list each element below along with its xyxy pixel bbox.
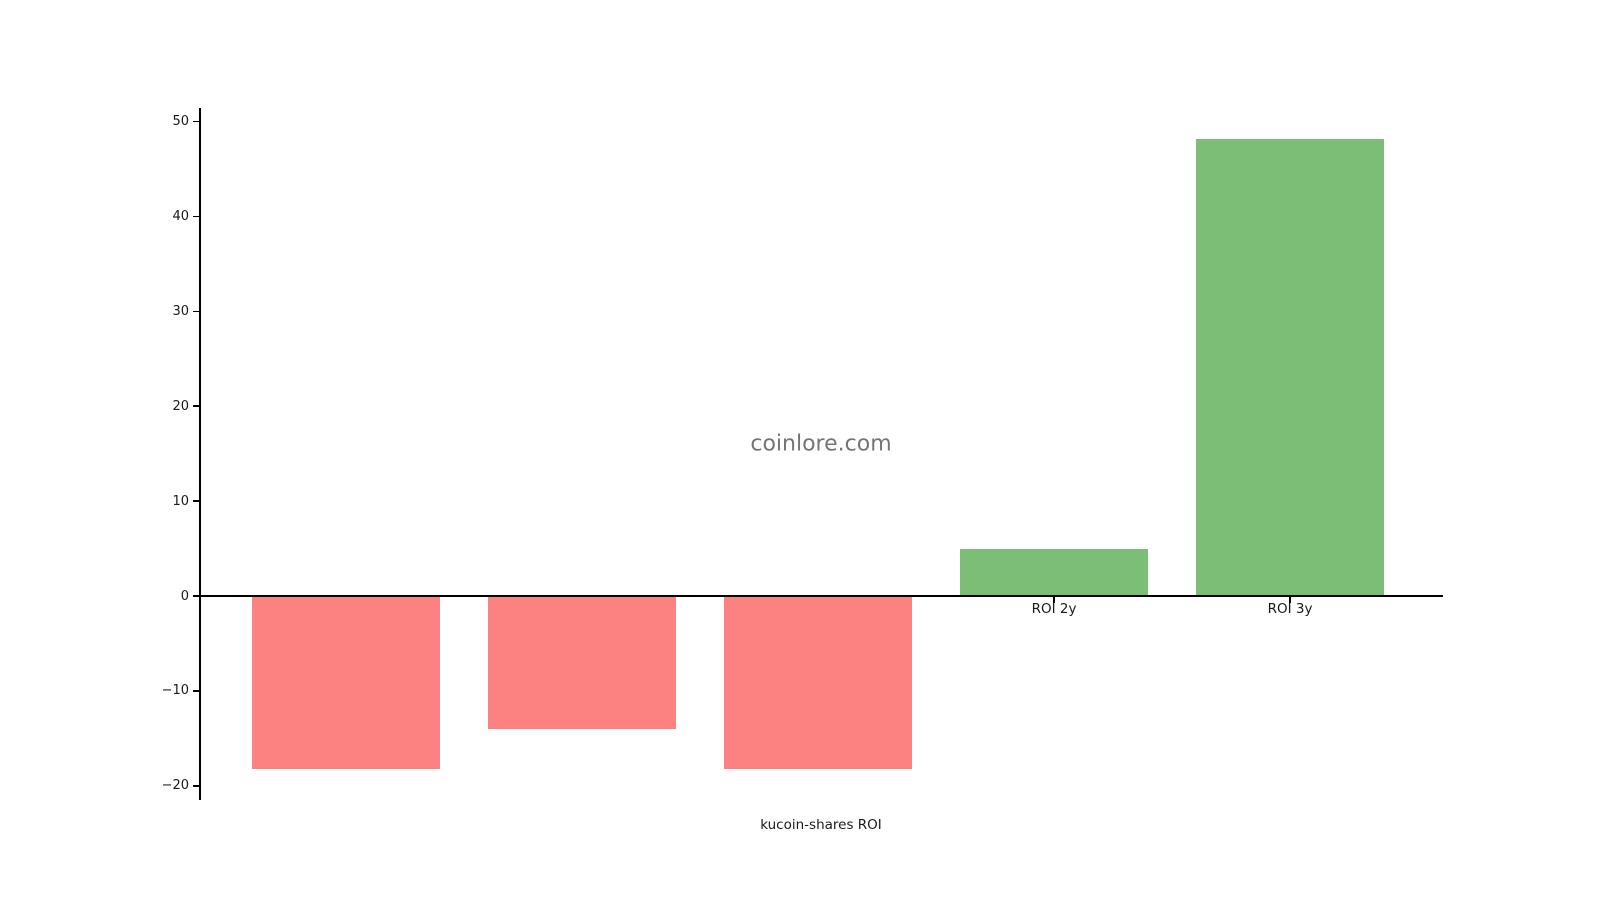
y-tick-mark [193,785,199,787]
y-tick-label: 10 [172,493,189,509]
x-axis-title: kucoin-shares ROI [760,817,882,833]
y-tick-label: −10 [161,683,189,699]
y-axis-line [199,108,201,800]
bar-negative [724,596,912,769]
bar-negative [488,596,676,729]
y-tick-label: 50 [172,114,189,129]
bar-negative [252,596,440,769]
y-tick-mark [193,500,199,502]
x-tick-mark [1053,596,1055,603]
x-tick-label: ROI 2y [1031,601,1077,617]
y-tick-mark [193,405,199,407]
y-tick-mark [193,310,199,313]
y-tick-label: −20 [161,778,189,794]
watermark-text: coinlore.com [750,431,892,457]
x-axis-line [199,595,1443,597]
y-tick-label: 0 [180,588,189,604]
plot-area: 50 40 30 20 10 0 −10 −20 ROI 2y ROI 3y [162,108,1443,800]
y-tick-mark [193,690,199,692]
bar-positive [960,549,1148,596]
y-tick-label: 30 [172,303,189,319]
y-tick-mark [193,120,199,123]
y-tick-mark [193,595,199,597]
y-tick-mark [193,215,199,218]
x-tick-label: ROI 3y [1267,601,1313,617]
x-tick-mark [1289,596,1291,603]
y-tick-label: 40 [172,208,189,224]
y-tick-label: 20 [172,398,189,414]
bar-positive [1196,138,1384,596]
